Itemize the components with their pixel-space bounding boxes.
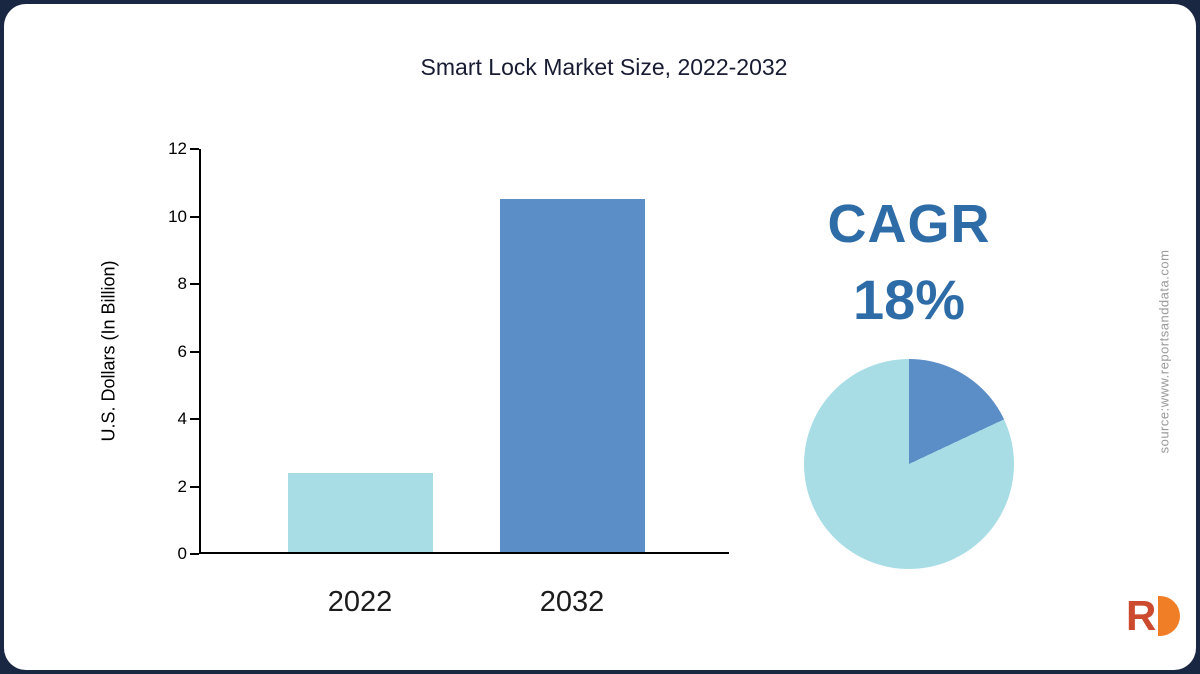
y-tick-mark <box>190 485 199 488</box>
bar-2022 <box>287 472 433 552</box>
cagr-value: 18% <box>852 268 966 331</box>
x-tick-label: 2032 <box>539 586 605 618</box>
y-tick-mark <box>190 350 199 353</box>
logo-d-icon <box>1158 596 1181 636</box>
y-tick-label: 0 <box>177 544 187 563</box>
y-tick-label: 4 <box>177 409 187 428</box>
chart-title: Smart Lock Market Size, 2022-2032 <box>420 54 788 80</box>
y-tick-mark <box>190 215 199 218</box>
source-note: source:www.reportsanddata.com <box>1156 249 1172 454</box>
y-tick-label: 10 <box>168 206 187 226</box>
y-tick-label: 2 <box>177 476 187 496</box>
chart-card: Smart Lock Market Size, 2022-2032 U.S. D… <box>4 4 1196 670</box>
cagr-annotation: CAGR 18% <box>784 186 1034 338</box>
y-axis-label: U.S. Dollars (In Billion) <box>98 260 119 442</box>
brand-logo: R <box>1126 592 1181 639</box>
y-tick-label: 6 <box>177 341 187 361</box>
bar-2032 <box>499 199 645 552</box>
y-tick-mark <box>190 553 199 555</box>
y-tick-label: 12 <box>168 139 187 158</box>
cagr-label: CAGR <box>827 194 991 254</box>
bar-plot: 0 2 4 6 8 10 12 2022 2032 <box>168 139 729 618</box>
y-tick-mark <box>190 148 199 150</box>
logo-letter-r: R <box>1126 592 1157 639</box>
y-tick-label: 8 <box>177 274 187 293</box>
y-tick-mark <box>190 283 199 285</box>
y-tick-mark <box>190 418 199 420</box>
pie-chart <box>804 359 1014 569</box>
x-tick-label: 2022 <box>327 586 393 618</box>
